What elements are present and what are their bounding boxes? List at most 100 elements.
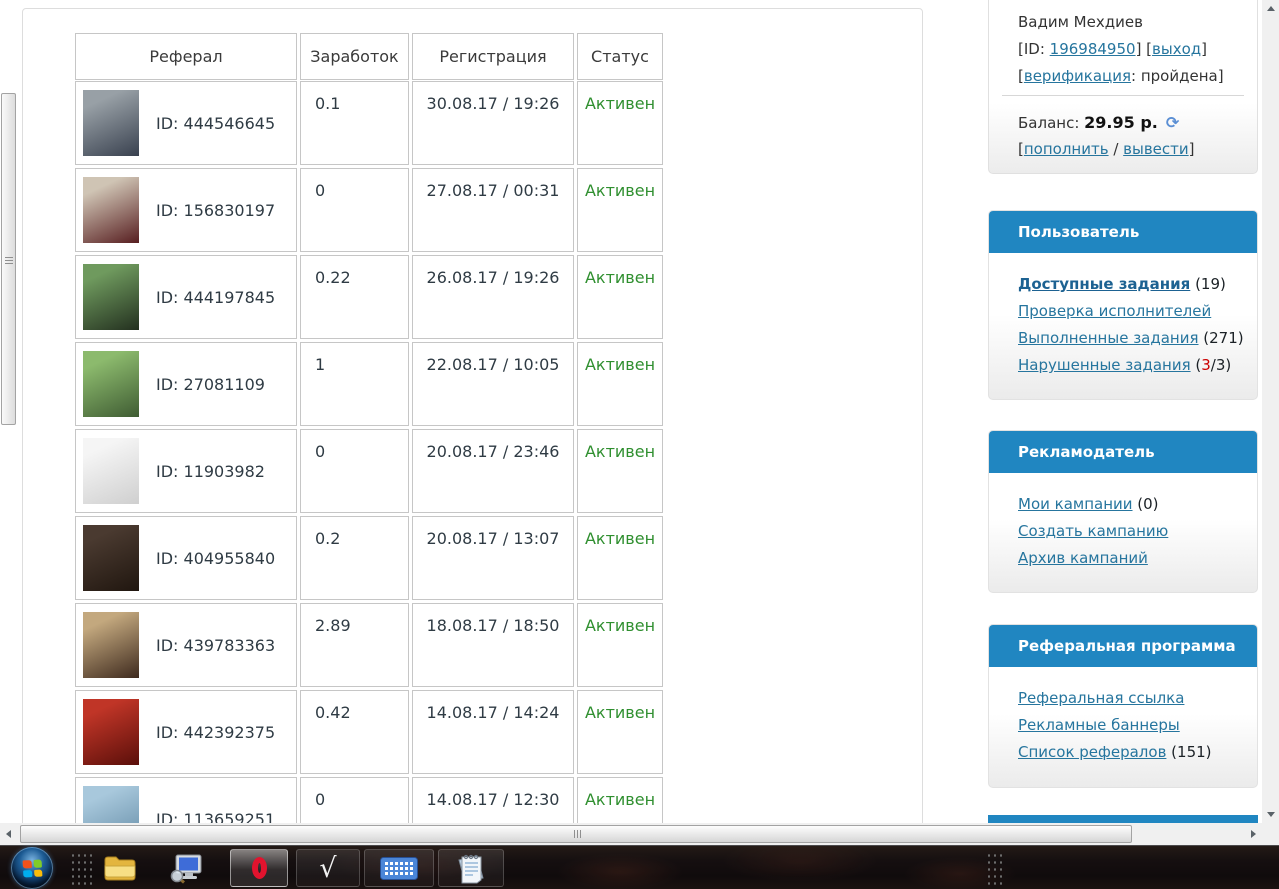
sidebar-link[interactable]: Выполненные задания bbox=[1018, 329, 1199, 347]
avatar bbox=[83, 612, 139, 678]
opera-icon bbox=[251, 857, 267, 879]
taskbar-button-calculator[interactable]: √ bbox=[296, 849, 360, 887]
section-header-partial bbox=[988, 815, 1258, 823]
topup-link[interactable]: пополнить bbox=[1023, 140, 1109, 158]
sidebar-link-row: Реферальная ссылка bbox=[1018, 689, 1257, 716]
registration-cell: 18.08.17 / 18:50 bbox=[412, 603, 574, 687]
vertical-scrollbar[interactable] bbox=[1262, 0, 1279, 823]
sidebar-link[interactable]: Архив кампаний bbox=[1018, 549, 1148, 567]
bracket-text: [ bbox=[1018, 67, 1024, 85]
referrals-card: Реферал Заработок Регистрация Статус ID:… bbox=[22, 8, 923, 880]
section-links-referral-program: Реферальная ссылка Рекламные баннеры Списо… bbox=[989, 667, 1257, 770]
scroll-right-button[interactable] bbox=[1245, 823, 1262, 845]
section-links-advertiser: Мои кампании (0) Создать кампанию Архив ка… bbox=[989, 473, 1257, 576]
tray-grip-icon[interactable] bbox=[986, 852, 1003, 885]
scroll-up-button[interactable] bbox=[1262, 0, 1279, 17]
referral-cell: ID: 27081109 bbox=[75, 342, 297, 426]
earnings-cell: 1 bbox=[300, 342, 409, 426]
notepad-icon bbox=[458, 854, 484, 884]
referral-cell: ID: 156830197 bbox=[75, 168, 297, 252]
status-badge: Активен bbox=[577, 255, 663, 339]
sidebar-link[interactable]: Проверка исполнителей bbox=[1018, 302, 1212, 320]
taskbar-button-opera[interactable] bbox=[230, 849, 288, 887]
arrow-left-icon bbox=[6, 830, 11, 838]
sidebar-link-row: Мои кампании (0) bbox=[1018, 495, 1257, 522]
link-count: /3) bbox=[1210, 356, 1232, 374]
taskbar-button-explorer[interactable] bbox=[92, 849, 148, 887]
link-count: 3 bbox=[1201, 356, 1211, 374]
user-id-line: [ID: 196984950] [выход] bbox=[1018, 40, 1207, 58]
user-id-link[interactable]: 196984950 bbox=[1049, 40, 1136, 58]
link-count: (151) bbox=[1166, 743, 1212, 761]
referral-id: ID: 156830197 bbox=[156, 200, 276, 220]
sidebar-link[interactable]: Мои кампании bbox=[1018, 495, 1133, 513]
scrollbar-grip-icon bbox=[574, 830, 575, 838]
referral-rows: ID: 444546645 0.1 30.08.17 / 19:26 Актив… bbox=[75, 81, 663, 861]
balance-label: Баланс: bbox=[1018, 114, 1085, 132]
sidebar-link-row: Создать кампанию bbox=[1018, 522, 1257, 549]
withdraw-link[interactable]: вывести bbox=[1123, 140, 1189, 158]
earnings-cell: 0.2 bbox=[300, 516, 409, 600]
avatar bbox=[83, 177, 139, 243]
user-info-panel: Вадим Мехдиев [ID: 196984950] [выход] [в… bbox=[988, 0, 1258, 174]
arrow-down-icon bbox=[1266, 812, 1275, 817]
vertical-scrollbar-thumb[interactable] bbox=[1, 93, 16, 425]
taskbar-button-computer-search[interactable] bbox=[158, 849, 214, 887]
status-badge: Активен bbox=[577, 168, 663, 252]
earnings-cell: 0.22 bbox=[300, 255, 409, 339]
table-row: ID: 11903982 0 20.08.17 / 23:46 Активен bbox=[75, 429, 663, 513]
windows-logo-icon bbox=[22, 859, 42, 877]
horizontal-scrollbar-thumb[interactable] bbox=[20, 825, 1132, 843]
table-row: ID: 442392375 0.42 14.08.17 / 14:24 Акти… bbox=[75, 690, 663, 774]
referral-cell: ID: 444197845 bbox=[75, 255, 297, 339]
refresh-balance-icon[interactable]: ⟳ bbox=[1165, 113, 1180, 132]
avatar bbox=[83, 438, 139, 504]
balance-actions-line: [пополнить / вывести] bbox=[1018, 140, 1195, 158]
taskbar-button-onscreen-keyboard[interactable] bbox=[364, 849, 434, 887]
referral-cell: ID: 444546645 bbox=[75, 81, 297, 165]
sidebar-link[interactable]: Реферальная ссылка bbox=[1018, 689, 1185, 707]
header-status: Статус bbox=[577, 33, 663, 80]
link-count: ( bbox=[1190, 356, 1202, 374]
table-row: ID: 156830197 0 27.08.17 / 00:31 Активен bbox=[75, 168, 663, 252]
table-row: ID: 444546645 0.1 30.08.17 / 19:26 Актив… bbox=[75, 81, 663, 165]
referral-id: ID: 439783363 bbox=[156, 635, 276, 655]
user-name: Вадим Мехдиев bbox=[1018, 13, 1143, 31]
id-label: [ID: bbox=[1018, 40, 1050, 58]
verification-line: [верификация: пройдена] bbox=[1018, 67, 1224, 85]
registration-cell: 30.08.17 / 19:26 bbox=[412, 81, 574, 165]
scroll-left-button[interactable] bbox=[0, 823, 17, 845]
registration-cell: 20.08.17 / 13:07 bbox=[412, 516, 574, 600]
sidebar-link-row: Доступные задания (19) bbox=[1018, 275, 1257, 302]
start-button[interactable] bbox=[11, 847, 53, 889]
sidebar-link[interactable]: Доступные задания bbox=[1018, 275, 1191, 293]
separator-text: / bbox=[1108, 140, 1124, 158]
referral-id: ID: 444197845 bbox=[156, 287, 276, 307]
header-referral: Реферал bbox=[75, 33, 297, 80]
avatar bbox=[83, 699, 139, 765]
horizontal-scrollbar[interactable] bbox=[0, 823, 1262, 845]
referral-id: ID: 404955840 bbox=[156, 548, 276, 568]
keyboard-icon bbox=[380, 856, 418, 880]
scrollbar-grip-icon bbox=[5, 257, 13, 258]
status-badge: Активен bbox=[577, 603, 663, 687]
sidebar-link[interactable]: Нарушенные задания bbox=[1018, 356, 1191, 374]
sidebar-link-row: Выполненные задания (271) bbox=[1018, 329, 1257, 356]
earnings-cell: 0 bbox=[300, 168, 409, 252]
table-row: ID: 27081109 1 22.08.17 / 10:05 Активен bbox=[75, 342, 663, 426]
verification-link[interactable]: верификация bbox=[1023, 67, 1132, 85]
scroll-down-button[interactable] bbox=[1262, 806, 1279, 823]
taskbar-grip-icon[interactable] bbox=[70, 852, 93, 885]
registration-cell: 22.08.17 / 10:05 bbox=[412, 342, 574, 426]
sidebar-link[interactable]: Список рефералов bbox=[1018, 743, 1167, 761]
sidebar-link[interactable]: Рекламные баннеры bbox=[1018, 716, 1180, 734]
earnings-cell: 0.42 bbox=[300, 690, 409, 774]
logout-link[interactable]: выход bbox=[1152, 40, 1202, 58]
status-badge: Активен bbox=[577, 516, 663, 600]
sqrt-icon: √ bbox=[319, 852, 337, 884]
section-title: Реферальная программа bbox=[1018, 637, 1236, 655]
sidebar-link-row: Проверка исполнителей bbox=[1018, 302, 1257, 329]
taskbar-button-notepad[interactable] bbox=[438, 849, 504, 887]
sidebar-link[interactable]: Создать кампанию bbox=[1018, 522, 1169, 540]
status-badge: Активен bbox=[577, 690, 663, 774]
